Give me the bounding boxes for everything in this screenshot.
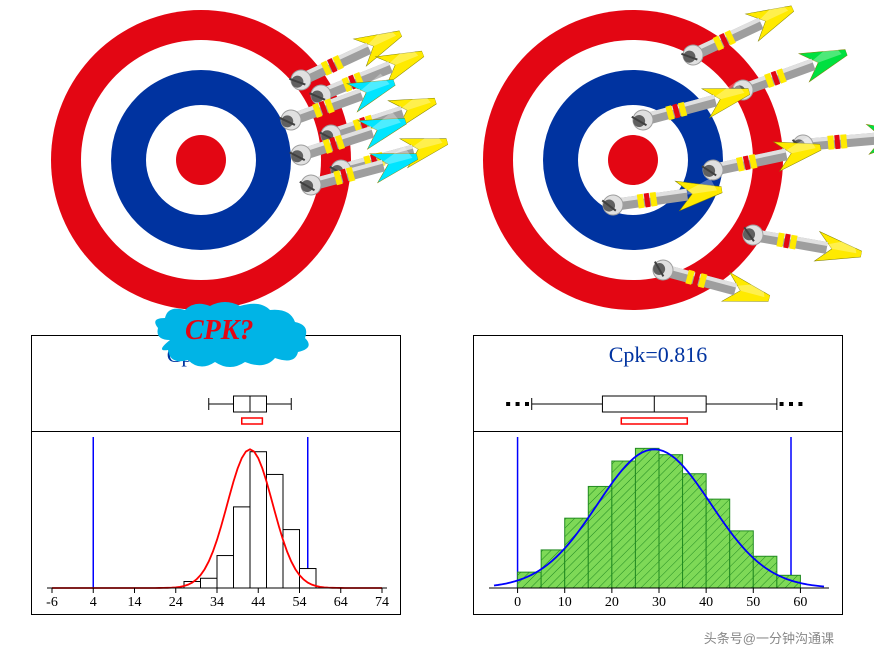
svg-text:64: 64 xyxy=(334,595,348,610)
target-right xyxy=(483,10,783,310)
cloud-text: CPK? xyxy=(185,315,253,347)
svg-text:74: 74 xyxy=(375,595,389,610)
svg-text:40: 40 xyxy=(699,595,713,610)
svg-text:34: 34 xyxy=(210,595,224,610)
svg-text:60: 60 xyxy=(793,595,807,610)
boxplot-right xyxy=(474,374,844,432)
svg-text:30: 30 xyxy=(652,595,666,610)
svg-text:20: 20 xyxy=(605,595,619,610)
histogram-right: 0 10 20 30 40 50 60 xyxy=(474,432,844,612)
svg-text:24: 24 xyxy=(169,595,183,610)
chart-panel-left: Cpk=0.852 -6414243444546474 xyxy=(31,335,401,615)
svg-text:4: 4 xyxy=(90,595,97,610)
watermark-text: 头条号@一分钟沟通课 xyxy=(704,628,834,647)
svg-text:0: 0 xyxy=(514,595,521,610)
target-left-wrap xyxy=(51,10,391,330)
histogram-left: -6 4 14 24 34 44 54 64 74 xyxy=(32,432,402,612)
svg-text:50: 50 xyxy=(746,595,760,610)
svg-text:44: 44 xyxy=(251,595,265,610)
svg-text:10: 10 xyxy=(558,595,572,610)
target-right-wrap xyxy=(483,10,823,330)
chart-panel-right: Cpk=0.816 0 10 20 30 40 50 60 xyxy=(473,335,843,615)
chart-title-right: Cpk=0.816 xyxy=(474,336,842,374)
svg-text:-6: -6 xyxy=(46,595,58,610)
target-left xyxy=(51,10,351,310)
svg-text:54: 54 xyxy=(293,595,307,610)
svg-text:14: 14 xyxy=(128,595,142,610)
boxplot-left xyxy=(32,374,402,432)
